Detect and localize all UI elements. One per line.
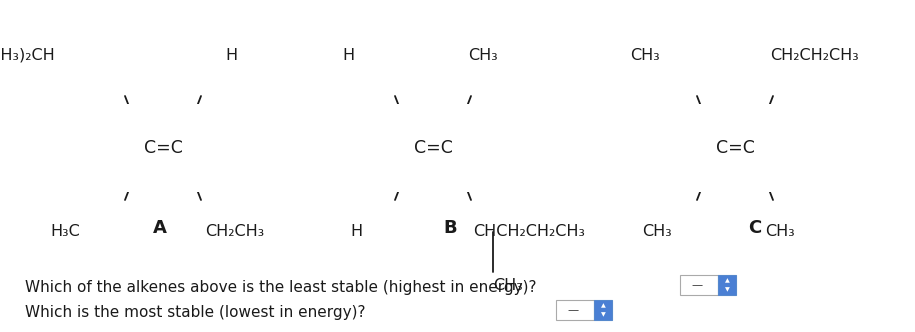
Text: CH₃: CH₃	[468, 47, 498, 62]
Bar	[680, 275, 718, 295]
Text: H: H	[225, 47, 237, 62]
Text: C=C: C=C	[716, 139, 755, 157]
Bar	[594, 300, 612, 320]
Text: CH₃: CH₃	[493, 278, 522, 292]
Text: H: H	[350, 224, 362, 239]
Text: H: H	[343, 47, 355, 62]
Text: CH₃: CH₃	[630, 47, 660, 62]
Text: (CH₃)₂CH: (CH₃)₂CH	[0, 47, 55, 62]
Text: —: —	[692, 280, 703, 290]
Text: Which is the most stable (lowest in energy)?: Which is the most stable (lowest in ener…	[25, 305, 365, 320]
Text: A: A	[153, 219, 167, 237]
Text: C=C: C=C	[144, 139, 182, 157]
Text: ▼: ▼	[725, 287, 729, 292]
Text: ▲: ▲	[725, 278, 729, 283]
Text: Which of the alkenes above is the least stable (highest in energy)?: Which of the alkenes above is the least …	[25, 280, 536, 295]
Text: CHCH₂CH₂CH₃: CHCH₂CH₂CH₃	[473, 224, 585, 239]
Text: —: —	[567, 305, 578, 315]
Bar	[718, 275, 736, 295]
Text: ▼: ▼	[600, 312, 606, 317]
Text: CH₂CH₂CH₃: CH₂CH₂CH₃	[770, 47, 859, 62]
Text: CH₃: CH₃	[642, 224, 672, 239]
Text: B: B	[443, 219, 457, 237]
Text: CH₂CH₃: CH₂CH₃	[205, 224, 264, 239]
Text: ▲: ▲	[600, 303, 606, 308]
Bar	[556, 300, 594, 320]
Text: C: C	[748, 219, 761, 237]
Text: H₃C: H₃C	[50, 224, 80, 239]
Text: CH₃: CH₃	[765, 224, 795, 239]
Text: C=C: C=C	[414, 139, 452, 157]
